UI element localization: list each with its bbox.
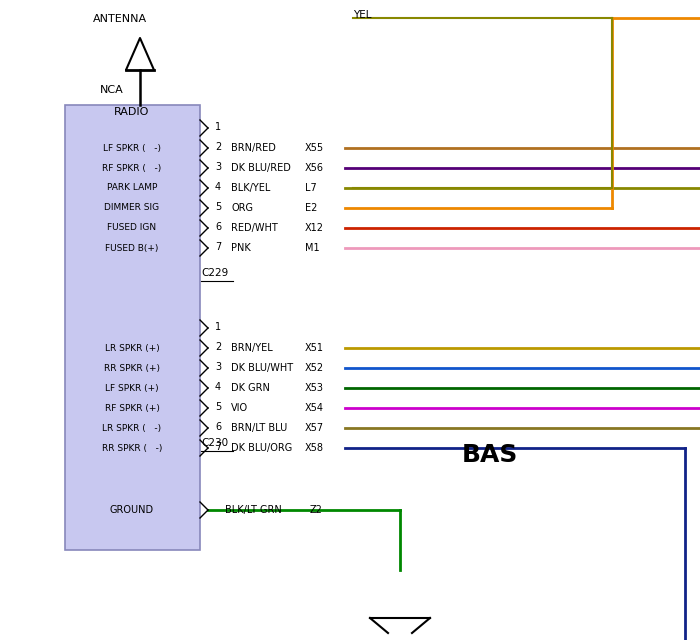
Text: BRN/YEL: BRN/YEL: [231, 343, 273, 353]
Text: ANTENNA: ANTENNA: [93, 14, 147, 24]
Text: LR SPKR (   -): LR SPKR ( -): [102, 424, 162, 433]
Text: X12: X12: [305, 223, 324, 233]
Text: VIO: VIO: [231, 403, 248, 413]
Text: BLK/YEL: BLK/YEL: [231, 183, 270, 193]
Text: BRN/RED: BRN/RED: [231, 143, 276, 153]
Text: NCA: NCA: [100, 85, 124, 95]
Text: DIMMER SIG: DIMMER SIG: [104, 204, 160, 212]
Text: X57: X57: [305, 423, 324, 433]
Text: DK BLU/ORG: DK BLU/ORG: [231, 443, 293, 453]
Text: PNK: PNK: [231, 243, 251, 253]
Text: X52: X52: [305, 363, 324, 373]
Text: 4: 4: [215, 182, 221, 192]
Text: C230: C230: [201, 438, 228, 448]
Text: 7: 7: [215, 242, 221, 252]
Text: DK BLU/RED: DK BLU/RED: [231, 163, 291, 173]
Text: LR SPKR (+): LR SPKR (+): [104, 344, 160, 353]
Text: 6: 6: [215, 422, 221, 432]
Text: 1: 1: [215, 322, 221, 332]
Text: BAS: BAS: [462, 443, 518, 467]
Text: LF SPKR (   -): LF SPKR ( -): [103, 143, 161, 152]
Text: BLK/LT GRN: BLK/LT GRN: [225, 505, 281, 515]
Text: BRN/LT BLU: BRN/LT BLU: [231, 423, 287, 433]
Text: 4: 4: [215, 382, 221, 392]
Text: 3: 3: [215, 162, 221, 172]
Text: X54: X54: [305, 403, 324, 413]
Text: 2: 2: [215, 142, 221, 152]
Text: LF SPKR (+): LF SPKR (+): [105, 383, 159, 392]
Text: X51: X51: [305, 343, 324, 353]
Text: RADIO: RADIO: [114, 107, 150, 117]
Text: L7: L7: [305, 183, 316, 193]
Text: RF SPKR (+): RF SPKR (+): [104, 403, 160, 413]
Text: E2: E2: [305, 203, 317, 213]
Text: FUSED IGN: FUSED IGN: [107, 223, 157, 232]
Text: X58: X58: [305, 443, 324, 453]
Text: M1: M1: [305, 243, 320, 253]
Text: DK GRN: DK GRN: [231, 383, 270, 393]
Text: 7: 7: [215, 442, 221, 452]
Text: DK BLU/WHT: DK BLU/WHT: [231, 363, 293, 373]
Text: RR SPKR (+): RR SPKR (+): [104, 364, 160, 372]
Text: 1: 1: [215, 122, 221, 132]
Text: 2: 2: [215, 342, 221, 352]
Text: YEL: YEL: [353, 10, 372, 20]
Text: PARK LAMP: PARK LAMP: [107, 184, 158, 193]
Text: X55: X55: [305, 143, 324, 153]
Text: RF SPKR (   -): RF SPKR ( -): [102, 163, 162, 173]
Text: 5: 5: [215, 202, 221, 212]
Text: ORG: ORG: [231, 203, 253, 213]
Text: X56: X56: [305, 163, 324, 173]
Bar: [65, 105, 200, 550]
Text: 5: 5: [215, 402, 221, 412]
Text: 3: 3: [215, 362, 221, 372]
Text: RR SPKR (   -): RR SPKR ( -): [102, 444, 162, 452]
Text: RED/WHT: RED/WHT: [231, 223, 278, 233]
Text: Z2: Z2: [310, 505, 323, 515]
Text: GROUND: GROUND: [110, 505, 154, 515]
Text: FUSED B(+): FUSED B(+): [105, 243, 159, 253]
Text: X53: X53: [305, 383, 324, 393]
Text: C229: C229: [201, 268, 228, 278]
Text: 6: 6: [215, 222, 221, 232]
